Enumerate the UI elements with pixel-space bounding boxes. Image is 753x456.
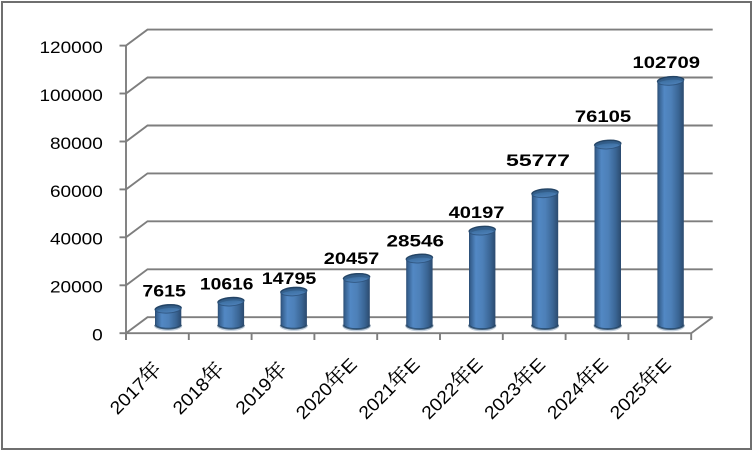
svg-text:102709: 102709 <box>633 53 701 72</box>
svg-text:20000: 20000 <box>50 278 103 297</box>
svg-text:7615: 7615 <box>142 282 186 301</box>
svg-text:120000: 120000 <box>40 38 103 57</box>
svg-text:40000: 40000 <box>50 230 103 249</box>
svg-text:100000: 100000 <box>40 86 103 105</box>
svg-text:0: 0 <box>92 326 103 345</box>
svg-text:10616: 10616 <box>200 275 254 294</box>
svg-text:60000: 60000 <box>50 182 103 201</box>
svg-text:40197: 40197 <box>449 203 505 222</box>
svg-text:28546: 28546 <box>387 232 445 251</box>
svg-text:55777: 55777 <box>506 151 570 170</box>
svg-text:14795: 14795 <box>262 269 317 288</box>
svg-text:80000: 80000 <box>50 134 103 153</box>
svg-text:20457: 20457 <box>324 249 380 268</box>
svg-text:76105: 76105 <box>575 107 631 126</box>
